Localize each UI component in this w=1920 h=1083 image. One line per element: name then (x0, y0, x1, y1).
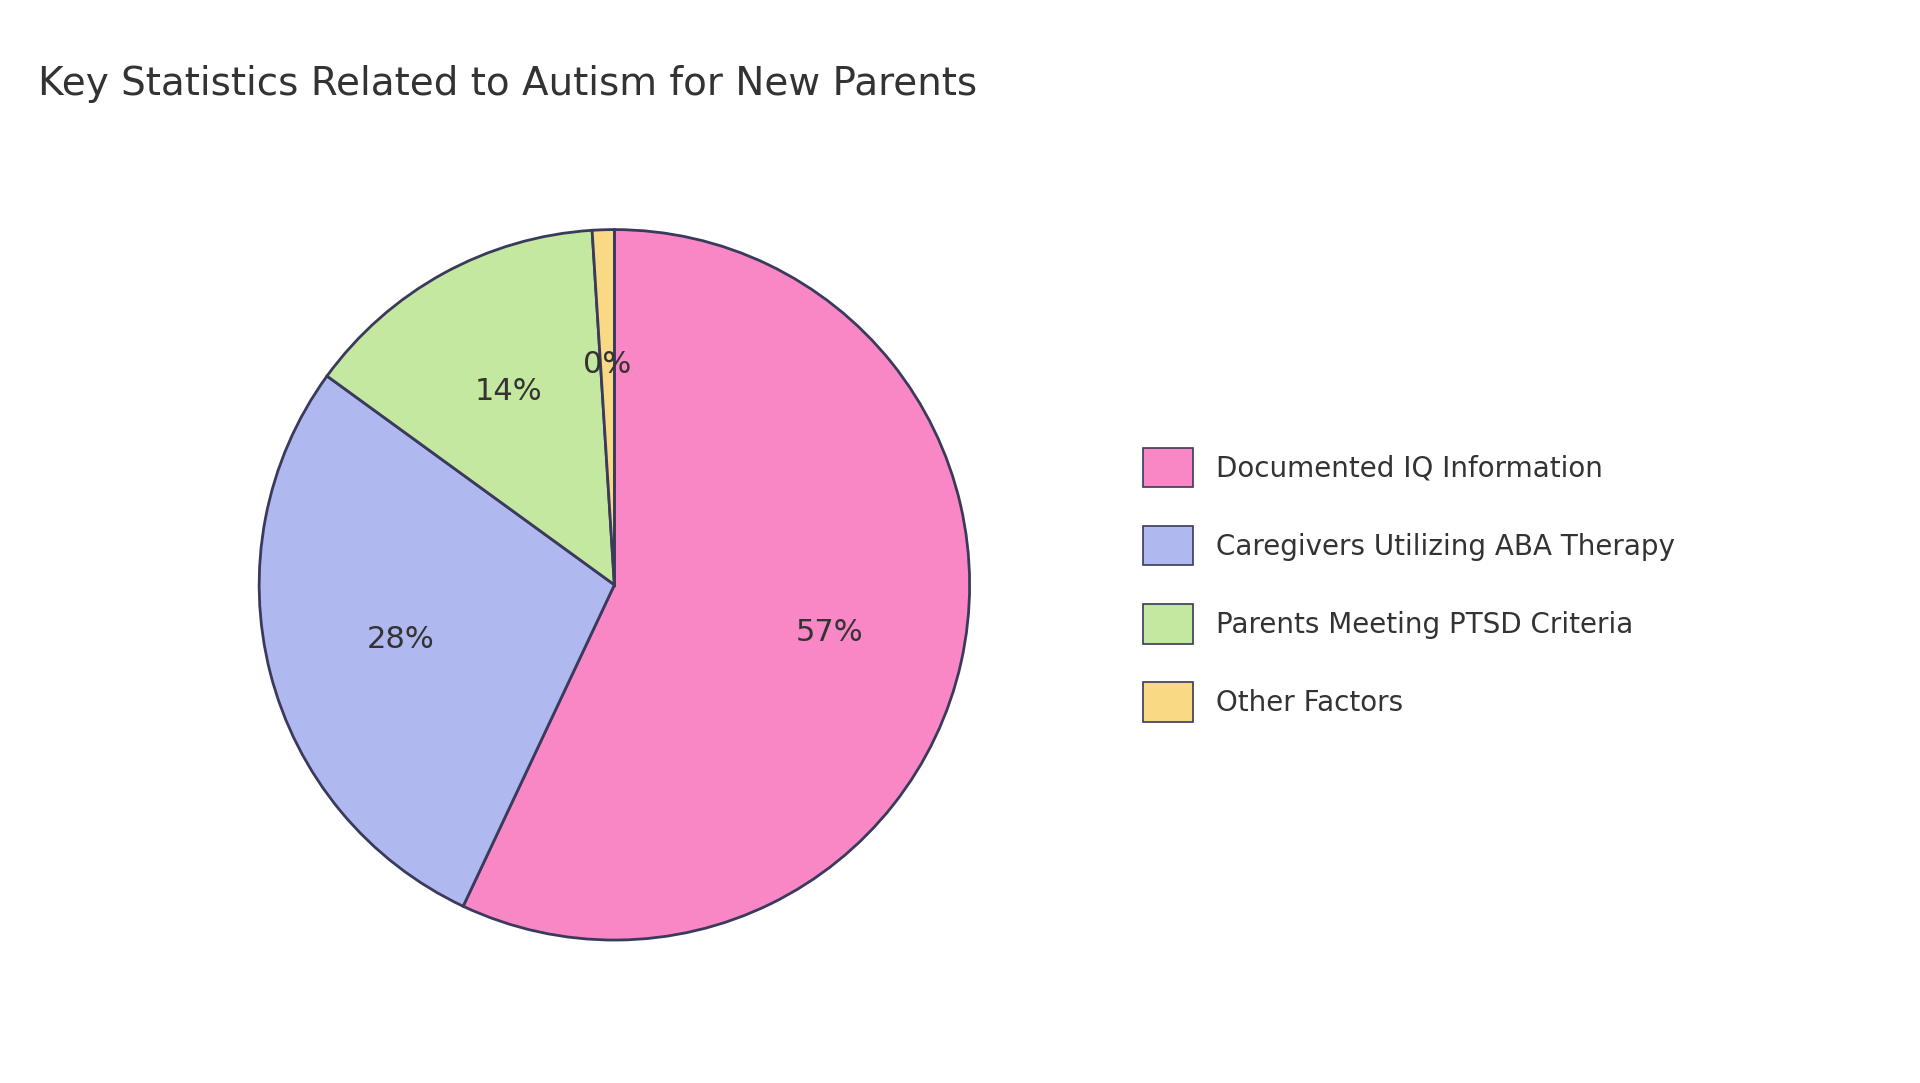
Wedge shape (326, 231, 614, 585)
Wedge shape (591, 230, 614, 585)
Text: 57%: 57% (795, 618, 864, 648)
Wedge shape (259, 376, 614, 906)
Text: Key Statistics Related to Autism for New Parents: Key Statistics Related to Autism for New… (38, 65, 977, 103)
Text: 28%: 28% (367, 625, 436, 654)
Legend: Documented IQ Information, Caregivers Utilizing ABA Therapy, Parents Meeting PTS: Documented IQ Information, Caregivers Ut… (1144, 448, 1674, 721)
Text: 14%: 14% (474, 377, 541, 406)
Text: 0%: 0% (584, 350, 632, 379)
Wedge shape (463, 230, 970, 940)
